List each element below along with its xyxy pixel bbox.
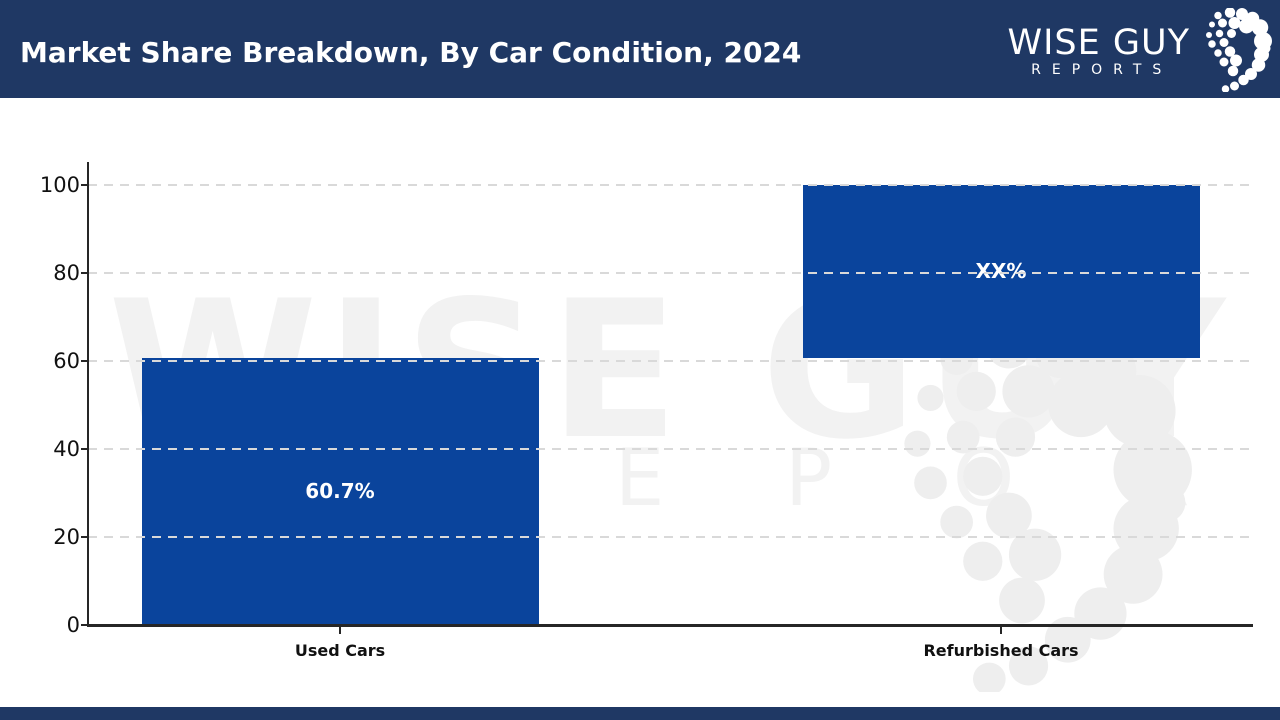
y-tick-mark-80 [81, 272, 88, 274]
gridline-80 [88, 272, 1253, 274]
x-tick-mark-refurbished-cars [1000, 627, 1002, 634]
y-tick-mark-20 [81, 536, 88, 538]
logo-text: WISE GUY REPORTS [1007, 23, 1190, 78]
logo-wordmark: WISE GUY [1007, 22, 1190, 63]
y-axis-line [87, 162, 89, 627]
watermark-head-icon [904, 326, 1192, 692]
y-tick-mark-60 [81, 360, 88, 362]
y-tick-label-80: 80 [53, 261, 80, 285]
y-tick-label-100: 100 [39, 173, 80, 197]
logo-subtext: REPORTS [1031, 61, 1173, 78]
y-tick-label-20: 20 [53, 525, 80, 549]
gridline-40 [88, 448, 1253, 450]
x-axis-line [88, 624, 1253, 627]
footer-bar [0, 707, 1280, 720]
bar-refurbished-cars: XX% [802, 185, 1200, 358]
wiseguy-logo: WISE GUY REPORTS [1007, 6, 1272, 94]
y-tick-mark-100 [81, 184, 88, 186]
bar-value-label-used-cars: 60.7% [305, 479, 375, 504]
x-category-label-used-cars: Used Cars [294, 641, 386, 660]
header-bar: Market Share Breakdown, By Car Condition… [0, 0, 1280, 98]
gridline-60 [88, 360, 1253, 362]
dotted-head-icon [1206, 8, 1272, 92]
bar-value-label-refurbished-cars: XX% [975, 259, 1027, 284]
gridline-20 [88, 536, 1253, 538]
gridline-100 [88, 184, 1253, 186]
y-tick-label-0: 0 [66, 613, 80, 637]
x-tick-mark-used-cars [339, 627, 341, 634]
bar-used-cars: 60.7% [141, 357, 539, 625]
y-tick-mark-40 [81, 448, 88, 450]
y-tick-mark-0 [81, 624, 88, 626]
page-title: Market Share Breakdown, By Car Condition… [20, 36, 802, 69]
x-category-label-refurbished-cars: Refurbished Cars [923, 641, 1079, 660]
y-tick-label-60: 60 [53, 349, 80, 373]
y-tick-label-40: 40 [53, 437, 80, 461]
